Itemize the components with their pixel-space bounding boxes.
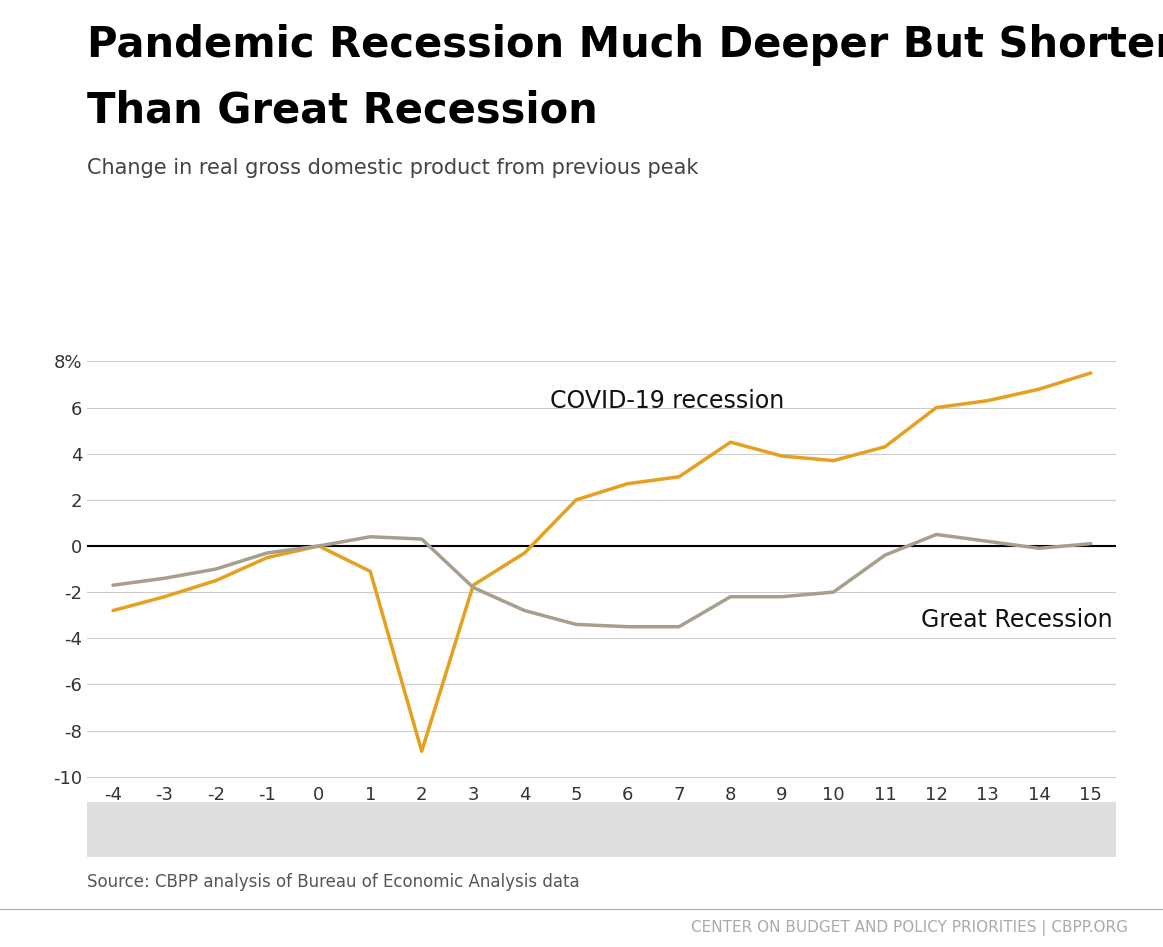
- Text: Change in real gross domestic product from previous peak: Change in real gross domestic product fr…: [87, 158, 699, 178]
- Text: Quarters from previous peak: Quarters from previous peak: [475, 820, 735, 839]
- Text: COVID-19 recession: COVID-19 recession: [550, 388, 785, 413]
- Text: Than Great Recession: Than Great Recession: [87, 90, 598, 132]
- Text: Great Recession: Great Recession: [921, 608, 1113, 632]
- Text: Pandemic Recession Much Deeper But Shorter: Pandemic Recession Much Deeper But Short…: [87, 24, 1163, 65]
- Text: Source: CBPP analysis of Bureau of Economic Analysis data: Source: CBPP analysis of Bureau of Econo…: [87, 873, 580, 891]
- Text: CENTER ON BUDGET AND POLICY PRIORITIES | CBPP.ORG: CENTER ON BUDGET AND POLICY PRIORITIES |…: [691, 920, 1128, 936]
